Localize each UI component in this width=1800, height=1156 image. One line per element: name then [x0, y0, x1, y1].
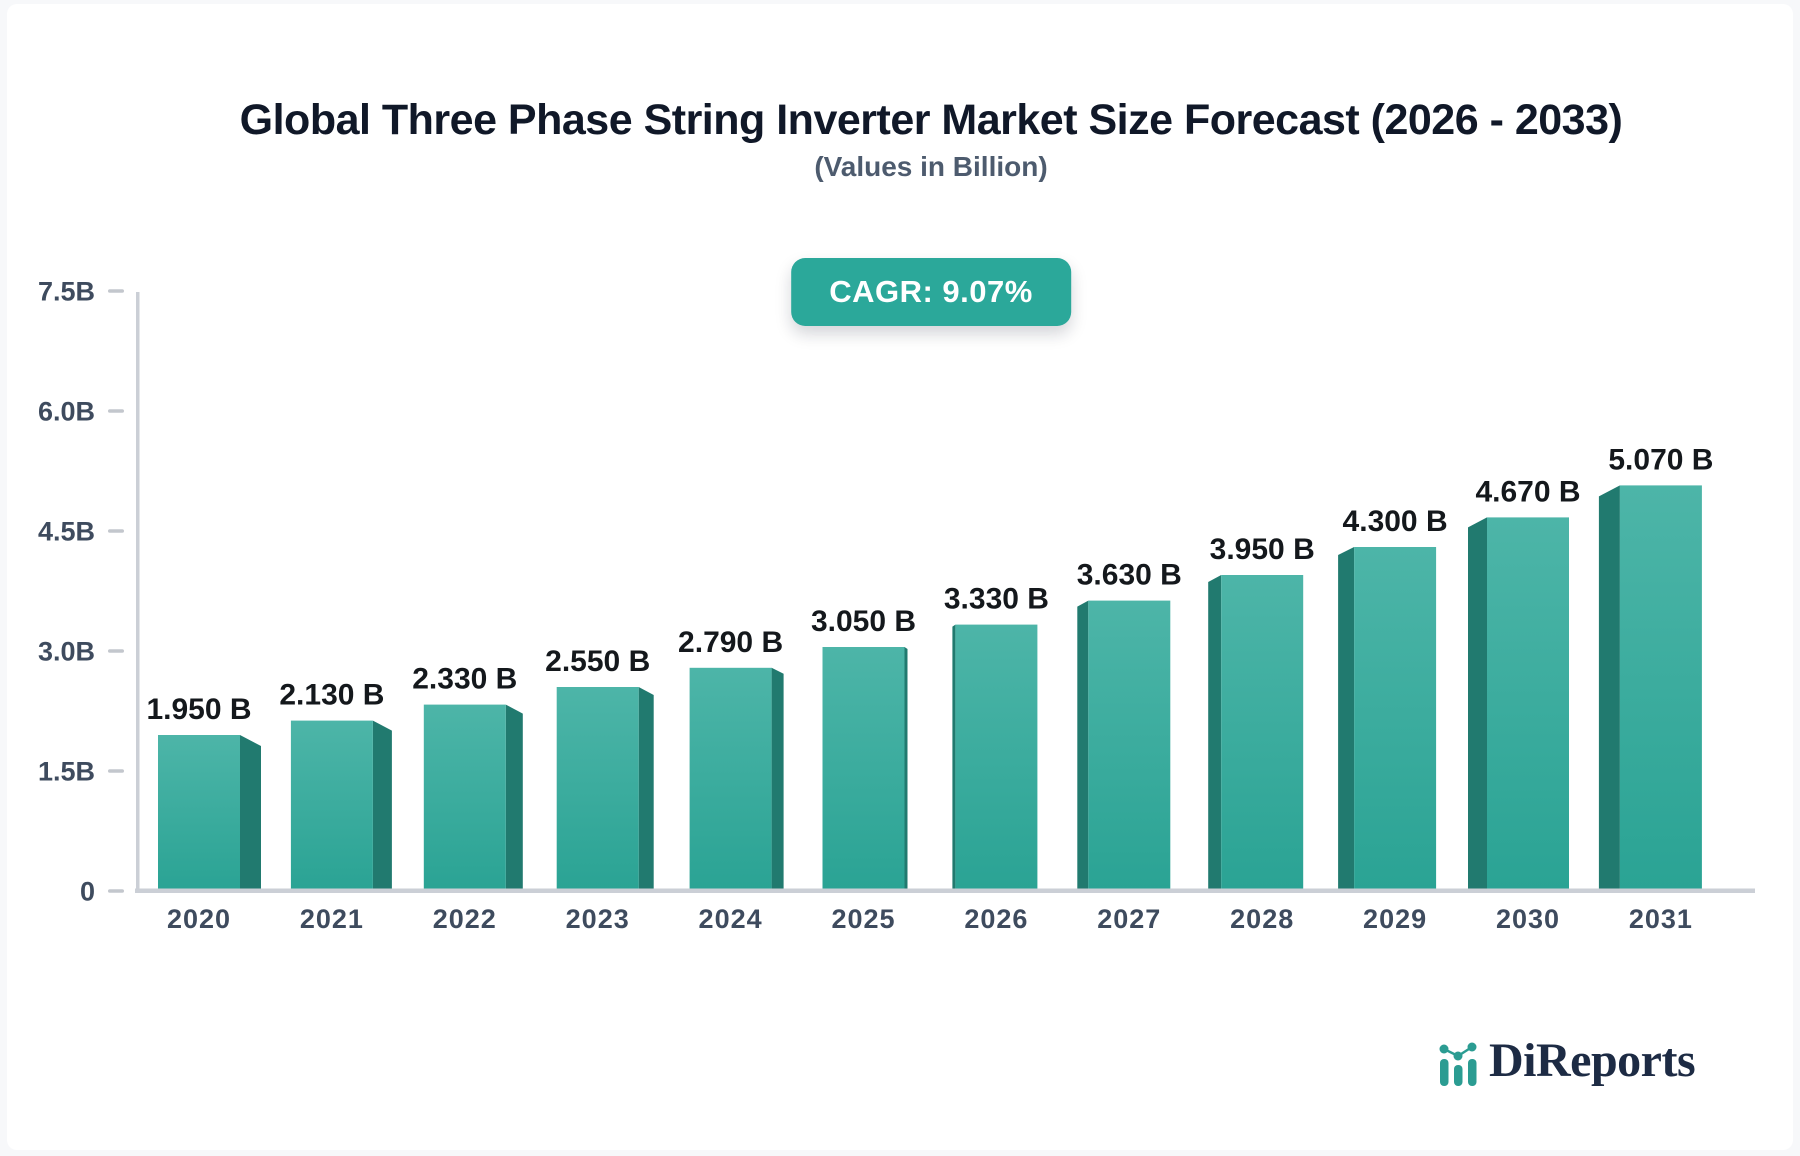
bar	[955, 624, 1038, 891]
bar	[1354, 547, 1437, 891]
x-axis-label: 2023	[566, 904, 630, 934]
y-tick-dash	[108, 889, 124, 893]
y-tick-dash	[108, 649, 124, 653]
y-axis-label: 0	[80, 877, 95, 907]
bar	[556, 687, 639, 891]
x-axis-label: 2025	[831, 904, 895, 934]
bar	[1487, 517, 1569, 891]
bar-side-face	[505, 704, 523, 891]
bar	[1619, 485, 1702, 891]
bar-side-face	[1208, 575, 1222, 891]
bar	[423, 704, 506, 891]
direports-logo-icon	[1439, 1042, 1477, 1086]
bar-value-label: 2.550 B	[545, 645, 650, 678]
x-axis-label: 2020	[167, 904, 231, 934]
bar-side-face	[240, 735, 261, 891]
bar-side-face	[372, 720, 392, 891]
direports-logo: DiReports	[1436, 1034, 1696, 1087]
bar	[1221, 575, 1304, 891]
bar-value-label: 3.050 B	[811, 605, 916, 638]
x-axis-label: 2027	[1097, 904, 1161, 934]
bar-side-face	[1077, 600, 1089, 891]
x-axis-label: 2026	[964, 904, 1028, 934]
x-axis-label: 2031	[1629, 904, 1693, 934]
bar-value-label: 2.790 B	[678, 626, 783, 659]
bar-value-label: 5.070 B	[1608, 443, 1713, 476]
x-axis-label: 2028	[1230, 904, 1294, 934]
bar	[158, 735, 240, 891]
y-axis-label: 4.5B	[38, 517, 95, 547]
y-axis-label: 3.0B	[38, 637, 95, 667]
bar-side-face	[638, 687, 654, 891]
bar	[689, 667, 772, 891]
logo-text: DiReports	[1489, 1034, 1696, 1087]
y-tick-dash	[108, 409, 124, 413]
cagr-badge: CAGR: 9.07%	[791, 258, 1071, 326]
chart-subtitle: (Values in Billion)	[814, 151, 1048, 182]
bar-value-label: 1.950 B	[146, 693, 251, 726]
y-axis-label: 1.5B	[38, 757, 95, 787]
bar-value-label: 2.330 B	[412, 663, 517, 696]
x-axis-line	[135, 888, 1755, 893]
x-axis-label: 2022	[433, 904, 497, 934]
bar-side-face	[904, 647, 908, 891]
x-axis-label: 2021	[300, 904, 364, 934]
bar-side-face	[1468, 517, 1487, 891]
x-axis-label: 2030	[1496, 904, 1560, 934]
bar-side-face	[1598, 485, 1620, 891]
x-axis-label: 2024	[699, 904, 763, 934]
bar	[290, 720, 373, 891]
y-axis-label: 7.5B	[38, 277, 95, 307]
bar-value-label: 2.130 B	[279, 679, 384, 712]
y-axis-line	[136, 292, 140, 893]
y-axis-label: 6.0B	[38, 397, 95, 427]
bar	[1088, 600, 1171, 891]
bar-side-face	[1338, 547, 1355, 891]
chart-card: Global Three Phase String Inverter Marke…	[7, 4, 1793, 1150]
y-tick-dash	[108, 289, 124, 293]
bar-value-label: 4.670 B	[1475, 475, 1580, 508]
y-tick-dash	[108, 769, 124, 773]
bar-value-label: 3.330 B	[944, 583, 1049, 616]
bar-value-label: 3.630 B	[1077, 559, 1182, 592]
bar	[822, 647, 905, 891]
bar-value-label: 3.950 B	[1210, 533, 1315, 566]
bar-value-label: 4.300 B	[1343, 505, 1448, 538]
y-tick-dash	[108, 529, 124, 533]
x-axis-label: 2029	[1363, 904, 1427, 934]
bar-side-face	[771, 667, 784, 891]
bar-side-face	[952, 624, 956, 891]
bar-chart: 1.950 B 2020 2.130 B 2021 2.330 B 2022 2.550 B…	[38, 277, 1755, 934]
chart-title: Global Three Phase String Inverter Marke…	[239, 96, 1623, 144]
